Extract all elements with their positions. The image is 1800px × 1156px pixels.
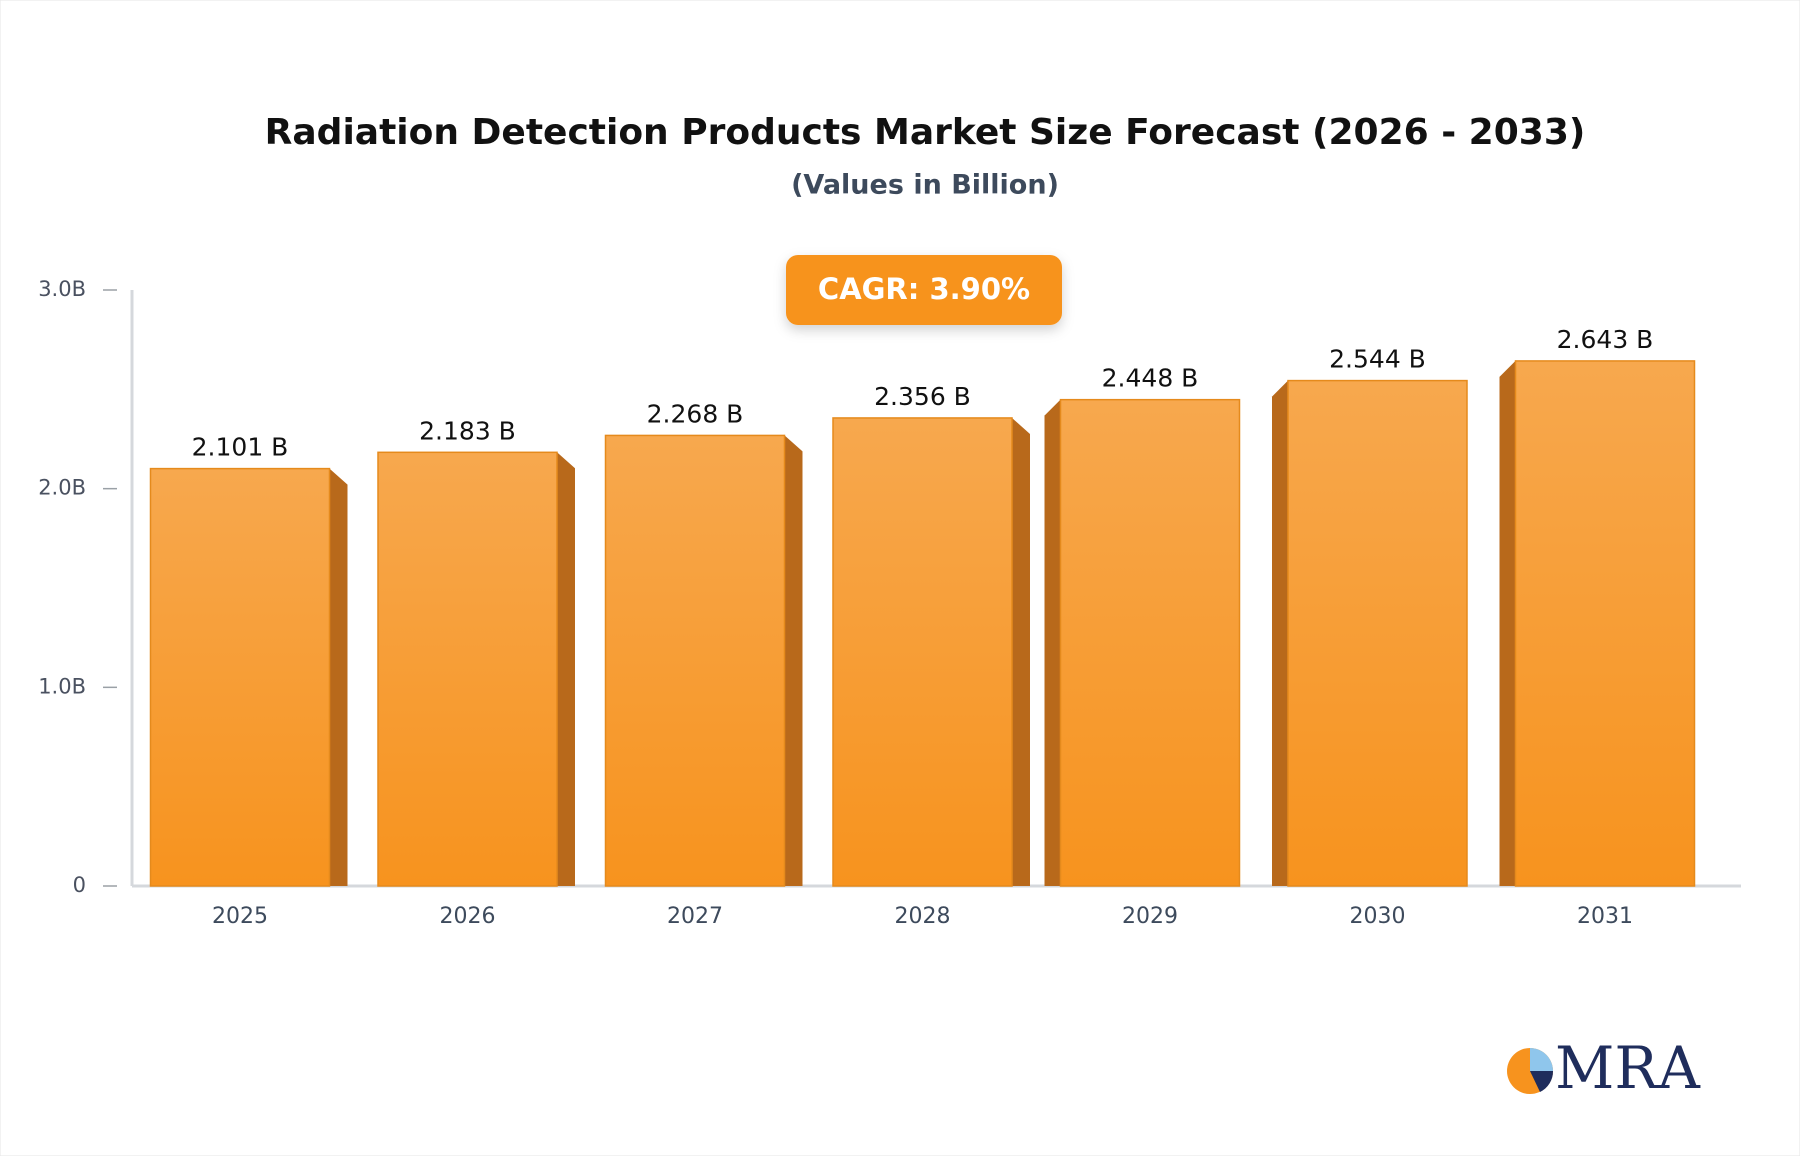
value-label: 2.544 B	[1329, 345, 1426, 374]
cagr-label: CAGR: 3.90%	[818, 272, 1030, 306]
bar-side	[784, 435, 803, 886]
y-tick-label: 1.0B	[38, 674, 86, 698]
x-tick-label: 2029	[1122, 904, 1178, 929]
plot-area: 0 1.0B 2.0B 3.0B 2025 2.101 B 2026 2.183 B 2027 2…	[38, 277, 1741, 929]
x-tick-label: 2026	[440, 904, 496, 929]
value-label: 2.448 B	[1102, 364, 1199, 393]
bar-side	[1272, 380, 1288, 886]
x-tick-label: 2031	[1577, 904, 1633, 929]
bar	[1514, 360, 1696, 887]
y-tick-label: 0	[73, 873, 86, 897]
logo: MRA	[1507, 1034, 1701, 1102]
value-label: 2.643 B	[1557, 325, 1654, 354]
bar-side	[557, 452, 575, 886]
value-label: 2.356 B	[874, 382, 971, 411]
bar-side	[1499, 360, 1516, 886]
bar	[604, 434, 786, 887]
bar	[1059, 398, 1241, 887]
y-tick-label: 3.0B	[38, 277, 86, 301]
logo-icon-slice	[1530, 1071, 1554, 1092]
x-tick-label: 2028	[895, 904, 951, 929]
bar	[832, 417, 1013, 887]
bar-side	[329, 468, 348, 886]
x-tick-label: 2025	[212, 904, 268, 929]
x-tick-label: 2027	[667, 904, 723, 929]
cagr-badge	[786, 255, 1062, 325]
bar-side	[1044, 399, 1061, 886]
chart-subtitle: (Values in Billion)	[791, 170, 1059, 201]
x-tick-label: 2030	[1350, 904, 1406, 929]
logo-icon-slice	[1530, 1048, 1553, 1071]
bar	[149, 467, 331, 887]
bar-side	[1012, 417, 1030, 886]
logo-text: MRA	[1555, 1034, 1701, 1102]
value-label: 2.101 B	[192, 433, 289, 462]
bar	[377, 451, 558, 887]
value-label: 2.268 B	[647, 399, 744, 428]
bar	[1287, 379, 1468, 887]
value-label: 2.183 B	[419, 416, 516, 445]
y-tick-label: 2.0B	[38, 476, 86, 500]
chart-title: Radiation Detection Products Market Size…	[265, 112, 1586, 153]
